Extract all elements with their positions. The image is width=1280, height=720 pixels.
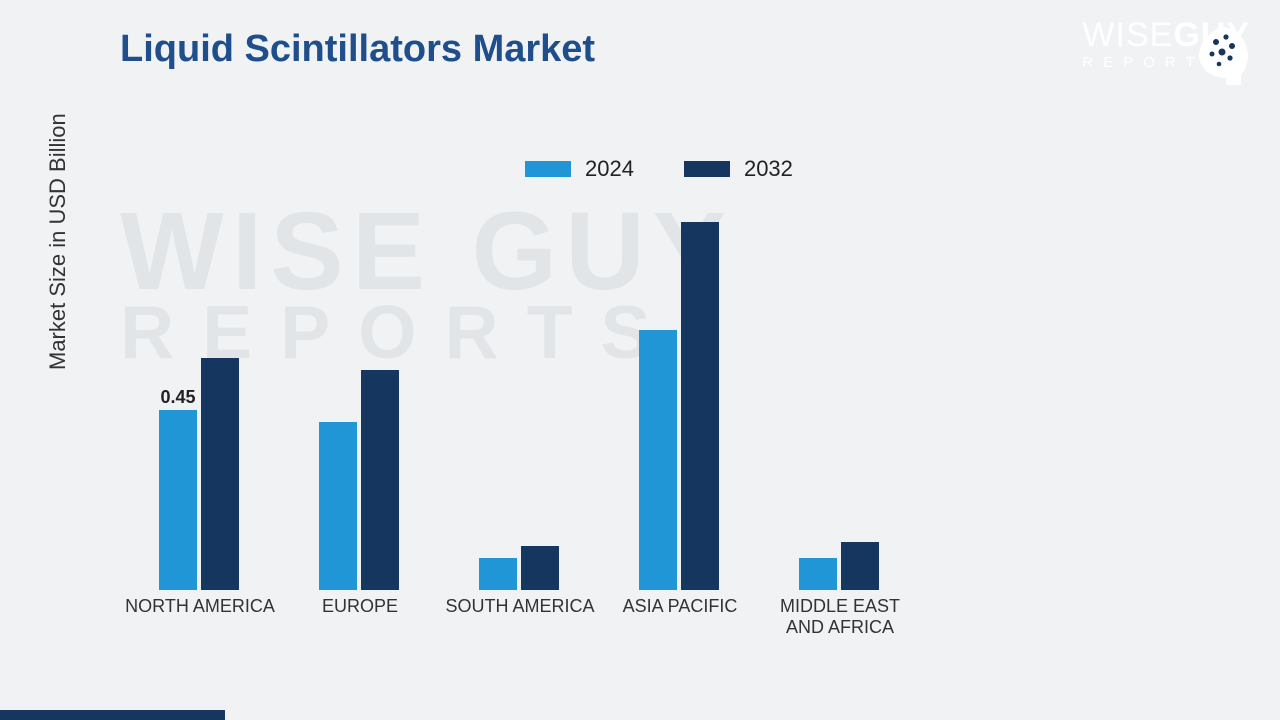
brand-word-1: WISE [1082, 16, 1173, 54]
bar-2024: 0.45 [159, 410, 197, 590]
plot-area: 0.45NORTH AMERICAEUROPESOUTH AMERICAASIA… [135, 190, 955, 590]
category-label: MIDDLE EAST AND AFRICA [765, 590, 915, 637]
category-label: SOUTH AMERICA [445, 590, 595, 617]
chart: Market Size in USD Billion 2024 2032 0.4… [55, 150, 965, 710]
legend-label-2024: 2024 [585, 156, 634, 182]
bar-2032 [361, 370, 399, 590]
legend-item-2024: 2024 [525, 156, 634, 182]
legend-swatch-2024 [525, 161, 571, 177]
bar-2024 [799, 558, 837, 590]
bar-value-label: 0.45 [159, 387, 197, 410]
bar-2032 [681, 222, 719, 590]
legend-swatch-2032 [684, 161, 730, 177]
bar-2024 [479, 558, 517, 590]
bar-2032 [521, 546, 559, 590]
category-label: ASIA PACIFIC [605, 590, 755, 617]
bar-2024 [639, 330, 677, 590]
bar-2024 [319, 422, 357, 590]
legend: 2024 2032 [525, 156, 793, 182]
chart-title: Liquid Scintillators Market [120, 28, 595, 71]
brand-logo: WISEGUY REPORTS [1082, 18, 1250, 71]
legend-item-2032: 2032 [684, 156, 793, 182]
category-label: EUROPE [285, 590, 435, 617]
page: WISEGUY REPORTS Liquid Scintillators Mar… [0, 0, 1280, 720]
y-axis-label: Market Size in USD Billion [45, 113, 71, 370]
legend-label-2032: 2032 [744, 156, 793, 182]
bar-2032 [201, 358, 239, 590]
category-label: NORTH AMERICA [125, 590, 275, 617]
bottom-accent-bar [0, 710, 225, 720]
bar-2032 [841, 542, 879, 590]
head-dots-icon [1186, 22, 1256, 92]
